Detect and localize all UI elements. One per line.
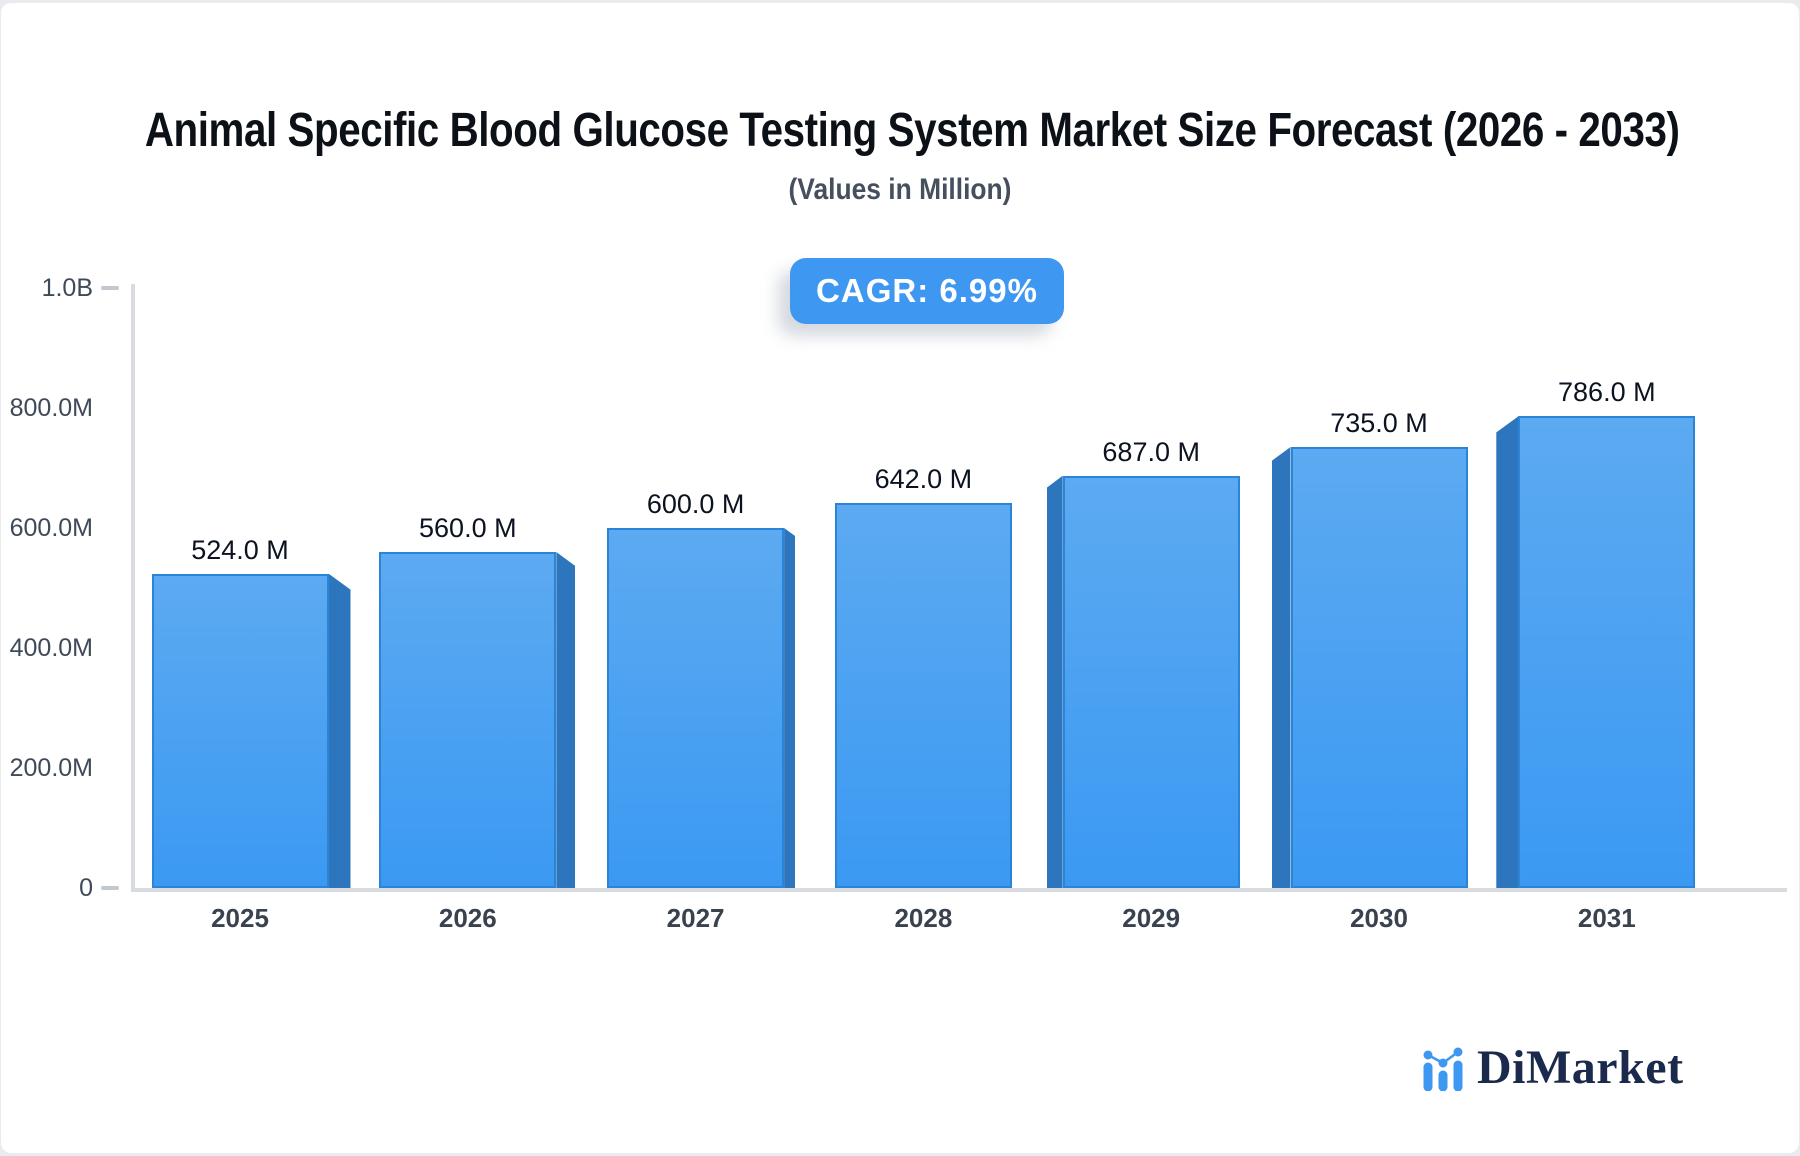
y-axis-line — [131, 284, 135, 891]
y-axis-label-200.0M: 200.0M — [9, 754, 93, 782]
y-axis-tick — [101, 286, 119, 290]
bar-3d-side-2030 — [1271, 447, 1291, 888]
chart-card: Animal Specific Blood Glucose Testing Sy… — [1, 3, 1799, 1153]
bar-2025[interactable] — [151, 573, 329, 888]
x-axis-label-2031: 2031 — [1577, 903, 1636, 933]
y-axis-label-800.0M: 800.0M — [9, 394, 93, 422]
bar-2027[interactable] — [607, 528, 785, 888]
x-axis-baseline — [131, 888, 1787, 892]
y-axis-tick — [101, 886, 119, 890]
bar-2030[interactable] — [1290, 447, 1468, 888]
bar-2029[interactable] — [1062, 475, 1240, 888]
bar-3d-side-2029 — [1046, 475, 1063, 888]
dimarket-logo[interactable]: DiMarket — [1422, 1043, 1684, 1093]
bar-chart-plot-area: 1.0B 800.0M 600.0M 400.0M 200.0M 0 524.0 M 2025… — [1, 3, 1799, 1153]
bar-value-label-2028: 642.0 M — [874, 463, 973, 494]
bar-2031[interactable] — [1518, 416, 1696, 888]
y-axis-label-1.0B: 1.0B — [41, 274, 93, 302]
cagr-badge: CAGR: 6.99% — [790, 258, 1064, 324]
bar-value-label-2025: 524.0 M — [191, 534, 289, 565]
bar-value-label-2029: 687.0 M — [1102, 436, 1200, 467]
bar-value-label-2030: 735.0 M — [1330, 408, 1428, 438]
bar-value-label-2031: 786.0 M — [1558, 377, 1656, 408]
bar-chart-logo-icon — [1423, 1047, 1463, 1091]
y-axis-label-0: 0 — [79, 874, 93, 902]
chart-title: Animal Specific Blood Glucose Testing Sy… — [144, 104, 1680, 157]
y-axis-label-400.0M: 400.0M — [9, 634, 93, 662]
brand-name: DiMarket — [1477, 1041, 1684, 1094]
x-axis-label-2027: 2027 — [666, 903, 725, 933]
bar-3d-side-2026 — [556, 552, 576, 888]
bar-3d-side-2025 — [328, 573, 351, 888]
x-axis-label-2029: 2029 — [1122, 903, 1181, 933]
x-axis-label-2025: 2025 — [211, 903, 269, 933]
x-axis-label-2030: 2030 — [1350, 903, 1408, 933]
x-axis-label-2026: 2026 — [438, 903, 497, 933]
bar-value-label-2026: 560.0 M — [419, 513, 517, 543]
bar-3d-side-2027 — [784, 528, 796, 888]
x-axis-label-2028: 2028 — [894, 903, 953, 933]
bar-value-label-2027: 600.0 M — [646, 489, 745, 519]
chart-subtitle: (Values in Million) — [788, 173, 1012, 206]
y-axis-label-600.0M: 600.0M — [9, 514, 93, 542]
cagr-badge-label: CAGR: 6.99% — [816, 272, 1038, 309]
bar-3d-side-2031 — [1496, 416, 1519, 888]
bar-2028[interactable] — [834, 502, 1012, 888]
bar-2026[interactable] — [379, 552, 557, 888]
